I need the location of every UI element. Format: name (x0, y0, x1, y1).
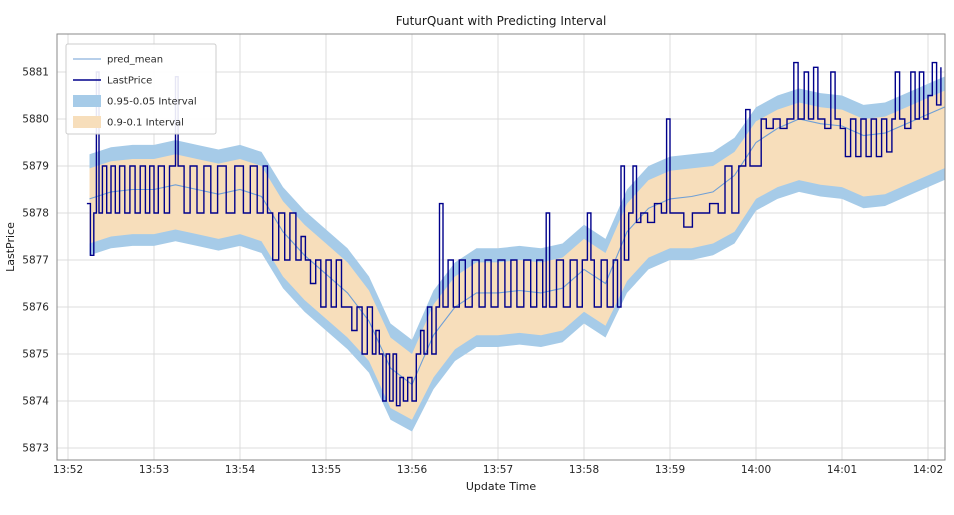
x-tick-label: 13:55 (311, 464, 341, 476)
y-tick-label: 5880 (22, 114, 49, 126)
legend-swatch-patch (73, 95, 101, 107)
y-tick-label: 5875 (22, 349, 49, 361)
last-price-line (86, 61, 942, 407)
x-tick-label: 13:56 (397, 464, 428, 476)
legend-label: LastPrice (107, 76, 152, 87)
x-tick-label: 13:57 (483, 464, 513, 476)
y-tick-labels: 5873 5874 5875 5876 5877 5878 5879 5880 5881 (22, 67, 49, 455)
x-tick-label: 13:53 (139, 464, 169, 476)
band-90-10 (89, 90, 945, 420)
x-tick-label: 13:52 (53, 464, 83, 476)
y-tick-label: 5874 (22, 396, 49, 408)
legend-label: pred_mean (107, 55, 163, 66)
legend: pred_mean LastPrice 0.95-0.05 Interval 0.9-… (65, 43, 217, 135)
x-tick-label: 14:01 (827, 464, 857, 476)
legend-swatch-patch (73, 116, 101, 128)
x-tick-labels: 13:52 13:53 13:54 13:55 13:56 13:57 13:58 13:59… (53, 464, 943, 476)
legend-label: 0.95-0.05 Interval (107, 97, 197, 108)
x-tick-label: 14:00 (741, 464, 771, 476)
legend-label: 0.9-0.1 Interval (107, 118, 184, 129)
legend-box (65, 43, 217, 135)
data-region (86, 61, 945, 432)
plot-border (56, 33, 946, 461)
x-tick-label: 13:58 (569, 464, 599, 476)
x-tick-label: 14:02 (913, 464, 943, 476)
x-tick-label: 13:59 (655, 464, 685, 476)
y-tick-label: 5881 (22, 67, 49, 79)
y-tick-label: 5878 (22, 208, 49, 220)
y-tick-label: 5877 (22, 255, 49, 267)
x-axis-label: Update Time (466, 480, 536, 493)
y-axis-label: LastPrice (4, 222, 17, 272)
y-tick-label: 5879 (22, 161, 49, 173)
y-tick-label: 5876 (22, 302, 49, 314)
x-tick-label: 13:54 (225, 464, 256, 476)
chart-title: FuturQuant with Predicting Interval (396, 14, 607, 28)
y-tick-label: 5873 (22, 443, 49, 455)
pred-mean-line (89, 106, 945, 386)
